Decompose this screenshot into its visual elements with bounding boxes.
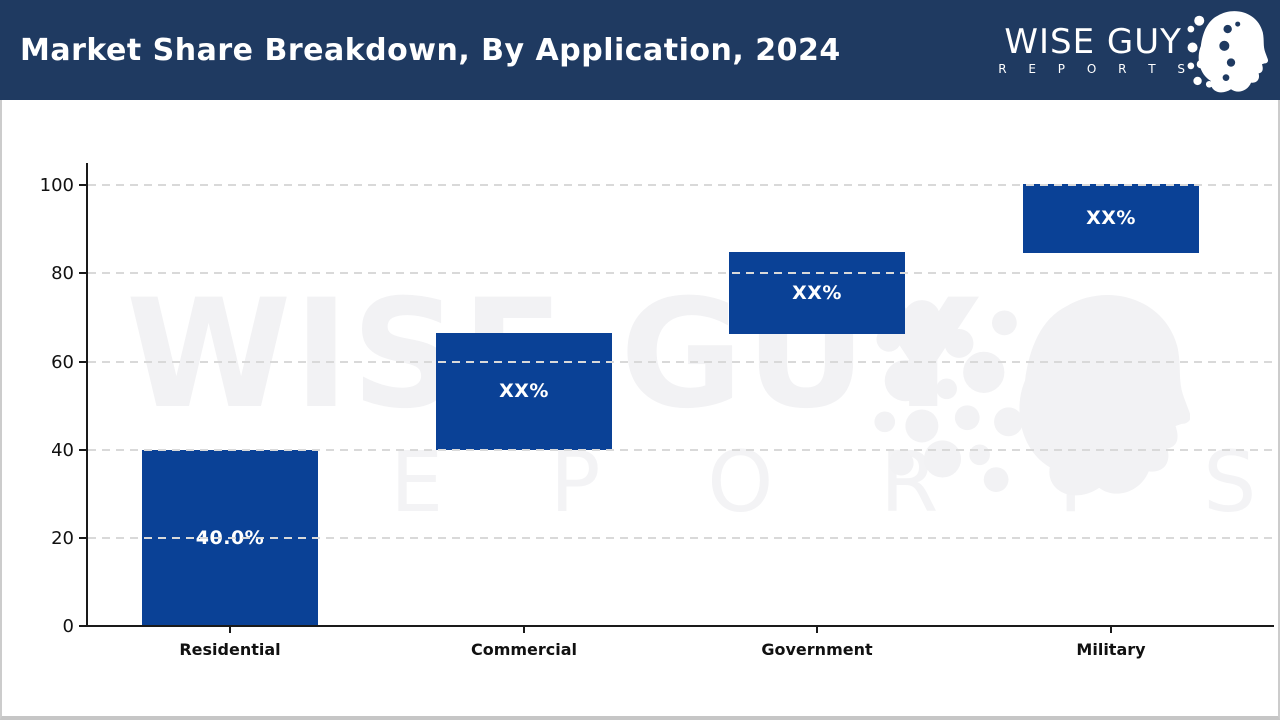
y-tick [79,625,86,627]
y-tick-label-20: 20 [51,528,74,549]
x-tick [1110,627,1112,633]
y-tick [79,537,86,539]
page-title: Market Share Breakdown, By Application, … [20,32,841,68]
bar-commercial: XX% [436,333,612,450]
brand-head-icon [1187,11,1269,93]
brand-name: WISE GUY [1004,22,1182,62]
x-axis-line [86,625,1274,627]
y-tick [79,184,86,186]
x-category-label-military: Military [1076,640,1146,659]
gridline-60 [88,361,1272,363]
x-category-label-commercial: Commercial [470,640,578,659]
bar-value-label: XX% [1086,207,1136,230]
x-category-label-residential: Residential [179,640,281,659]
y-tick-label-100: 100 [39,175,74,196]
x-category-label-government: Government [761,640,873,659]
y-tick-label-80: 80 [51,263,74,284]
gridline-20 [88,537,1272,539]
bar-value-label: XX% [792,282,842,305]
y-tick-label-0: 0 [62,616,74,637]
gridline-100 [88,184,1272,186]
y-tick [79,361,86,363]
header-bar: Market Share Breakdown, By Application, … [0,0,1280,100]
y-axis-line [86,163,88,627]
y-tick-label-60: 60 [51,352,74,373]
bar-value-label: XX% [499,380,549,403]
gridline-40 [88,449,1272,451]
y-tick [79,449,86,451]
bar-military: XX% [1023,183,1199,254]
y-tick [79,272,86,274]
gridline-80 [88,272,1272,274]
y-tick-label-40: 40 [51,440,74,461]
x-tick [816,627,818,633]
brand-logo: WISE GUY R E P O R T S [992,0,1272,100]
x-tick [229,627,231,633]
watermark-head-icon [874,294,1190,496]
bar-government: XX% [729,252,905,334]
brand-subname: R E P O R T S [998,62,1194,76]
x-tick [523,627,525,633]
brand-logo-text: WISE GUY R E P O R T S [992,25,1194,75]
